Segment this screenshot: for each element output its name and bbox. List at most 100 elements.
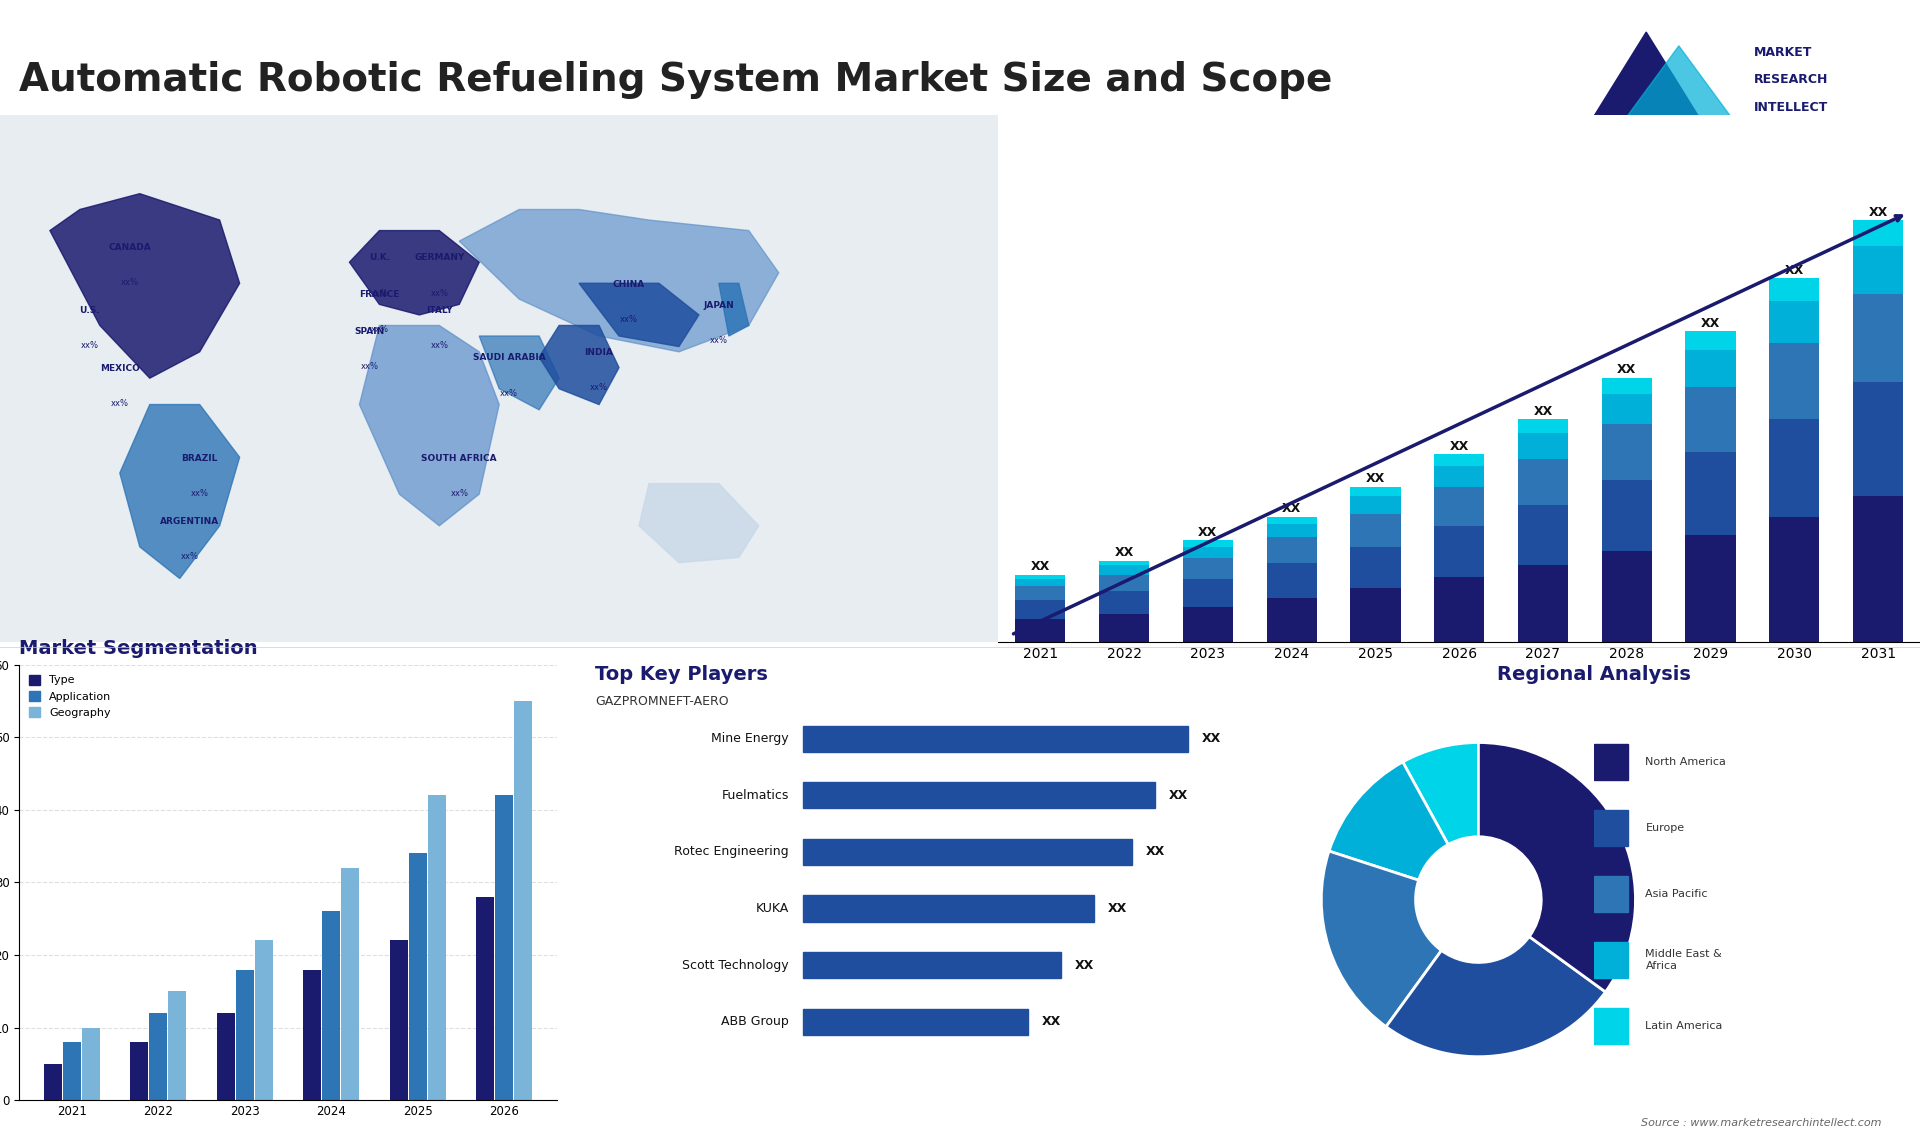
Bar: [217, 1013, 234, 1100]
Bar: [515, 701, 532, 1100]
Polygon shape: [718, 283, 749, 336]
Polygon shape: [349, 230, 480, 315]
Bar: [1594, 1007, 1628, 1044]
Bar: [303, 970, 321, 1100]
Bar: [1183, 547, 1233, 558]
Text: RESEARCH: RESEARCH: [1753, 73, 1828, 86]
Text: U.S.: U.S.: [79, 306, 100, 315]
Bar: [1098, 565, 1150, 574]
Bar: [63, 1042, 81, 1100]
Text: xx%: xx%: [620, 315, 637, 324]
Text: FRANCE: FRANCE: [359, 290, 399, 299]
Bar: [803, 952, 1062, 979]
Text: xx%: xx%: [180, 552, 198, 562]
Text: XX: XX: [1114, 547, 1133, 559]
Bar: [1519, 458, 1569, 505]
Text: XX: XX: [1169, 788, 1188, 802]
Text: XX: XX: [1786, 264, 1805, 277]
Polygon shape: [1590, 32, 1701, 121]
Text: xx%: xx%: [710, 336, 728, 345]
Bar: [1183, 558, 1233, 579]
Bar: [428, 795, 445, 1100]
Wedge shape: [1321, 851, 1442, 1027]
Bar: [1098, 591, 1150, 614]
Wedge shape: [1404, 743, 1478, 845]
Text: CANADA: CANADA: [108, 243, 152, 252]
Text: Regional Analysis: Regional Analysis: [1498, 665, 1690, 684]
Text: XX: XX: [1202, 732, 1221, 745]
Text: Asia Pacific: Asia Pacific: [1645, 889, 1709, 898]
Bar: [1519, 505, 1569, 565]
Text: XX: XX: [1146, 846, 1165, 858]
Polygon shape: [119, 405, 240, 579]
Text: Top Key Players: Top Key Players: [595, 665, 768, 684]
Bar: [1016, 579, 1066, 586]
Polygon shape: [639, 484, 758, 563]
Bar: [803, 1008, 1029, 1035]
Bar: [1768, 419, 1820, 517]
Text: XX: XX: [1198, 526, 1217, 539]
Bar: [342, 868, 359, 1100]
Bar: [1183, 540, 1233, 547]
Text: XX: XX: [1365, 472, 1384, 486]
Bar: [803, 725, 1188, 752]
Bar: [1183, 579, 1233, 607]
Bar: [495, 795, 513, 1100]
Text: xx%: xx%: [121, 278, 138, 286]
Bar: [1350, 515, 1400, 547]
Text: U.K.: U.K.: [369, 253, 390, 262]
Bar: [1350, 547, 1400, 588]
Bar: [1686, 452, 1736, 535]
Bar: [1853, 496, 1903, 642]
Polygon shape: [359, 325, 499, 526]
Text: XX: XX: [1108, 902, 1127, 915]
Text: XX: XX: [1617, 363, 1636, 376]
Legend: Type, Application, Geography: Type, Application, Geography: [25, 670, 115, 723]
Bar: [323, 911, 340, 1100]
Bar: [1098, 574, 1150, 591]
Text: ITALY: ITALY: [426, 306, 453, 315]
Bar: [236, 970, 253, 1100]
Text: Fuelmatics: Fuelmatics: [722, 788, 789, 802]
Bar: [150, 1013, 167, 1100]
Bar: [803, 839, 1131, 865]
Text: xx%: xx%: [451, 489, 468, 497]
Text: xx%: xx%: [111, 399, 129, 408]
Text: Source : www.marketresearchintellect.com: Source : www.marketresearchintellect.com: [1642, 1118, 1882, 1128]
Bar: [169, 991, 186, 1100]
Bar: [1686, 387, 1736, 452]
Bar: [1016, 586, 1066, 601]
Text: Europe: Europe: [1645, 823, 1684, 833]
Text: XX: XX: [1075, 959, 1094, 972]
Bar: [1601, 394, 1651, 424]
Bar: [1350, 588, 1400, 642]
Bar: [1267, 598, 1317, 642]
Bar: [44, 1063, 61, 1100]
Text: Latin America: Latin America: [1645, 1021, 1722, 1031]
Text: xx%: xx%: [501, 388, 518, 398]
Bar: [1183, 607, 1233, 642]
Bar: [409, 854, 426, 1100]
Text: Rotec Engineering: Rotec Engineering: [674, 846, 789, 858]
Text: Middle East &
Africa: Middle East & Africa: [1645, 949, 1722, 971]
Bar: [1601, 479, 1651, 551]
Bar: [803, 783, 1156, 808]
Text: ARGENTINA: ARGENTINA: [159, 517, 219, 526]
Text: XX: XX: [1043, 1015, 1062, 1028]
Bar: [1768, 278, 1820, 301]
Text: xx%: xx%: [361, 362, 378, 371]
Text: XX: XX: [1868, 206, 1887, 219]
Bar: [131, 1042, 148, 1100]
Polygon shape: [459, 210, 780, 352]
Bar: [1594, 809, 1628, 846]
Bar: [1686, 331, 1736, 350]
Text: CHINA: CHINA: [612, 280, 645, 289]
Text: North America: North America: [1645, 756, 1726, 767]
Bar: [1601, 377, 1651, 394]
Bar: [1853, 295, 1903, 383]
Text: XX: XX: [1701, 317, 1720, 330]
Text: xx%: xx%: [430, 289, 447, 298]
Text: XX: XX: [1031, 560, 1050, 573]
Bar: [1853, 245, 1903, 295]
Bar: [1686, 535, 1736, 642]
